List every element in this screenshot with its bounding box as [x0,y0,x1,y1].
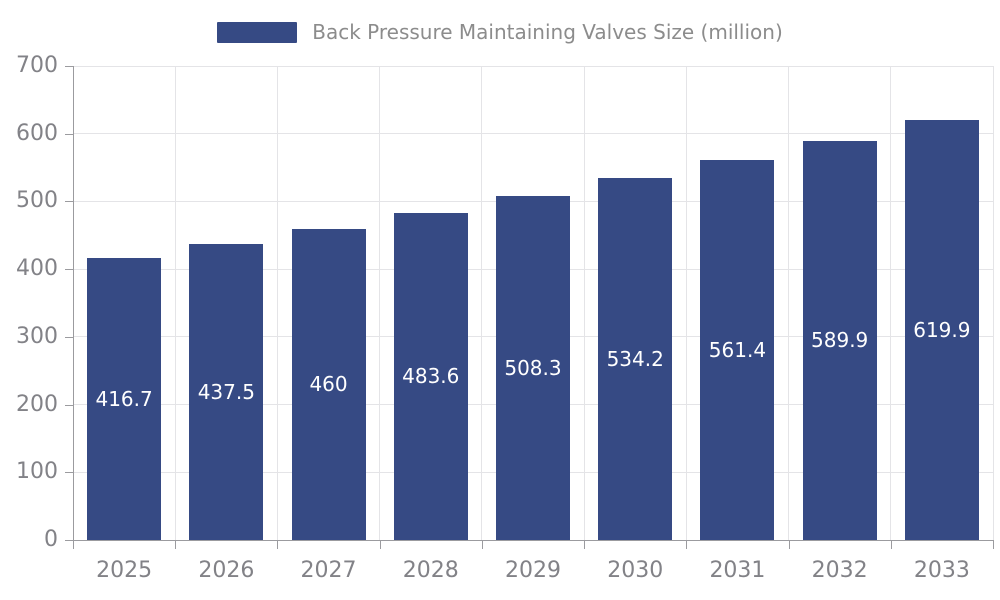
bar-2032[interactable]: 589.9 [802,140,877,540]
x-tick-label: 2028 [402,558,459,583]
bar-2031[interactable]: 561.4 [700,159,775,540]
x-tick-label: 2032 [811,558,868,583]
bar-value-label: 534.2 [606,347,664,372]
v-gridline [788,66,790,540]
x-tick-label: 2029 [505,558,561,583]
y-axis-tick [65,540,73,541]
bar-value-label: 561.4 [708,337,767,362]
y-tick-label: 600 [16,120,58,146]
legend-item[interactable]: Back Pressure Maintaining Valves Size (m… [0,22,1000,43]
bar-2026[interactable]: 437.5 [189,243,264,540]
x-tick-label: 2025 [96,558,153,583]
x-axis-line [73,540,994,541]
x-axis-tick [584,541,586,549]
y-axis-tick [65,336,73,338]
y-axis-tick [65,66,73,67]
y-axis-line [73,66,74,548]
bar-2029[interactable]: 508.3 [496,195,570,540]
x-axis-tick [277,541,279,549]
bar-value-label: 416.7 [95,386,153,411]
bar-2025[interactable]: 416.7 [87,257,162,540]
v-gridline [174,66,176,540]
y-axis-tick [65,472,73,474]
bar-value-label: 483.6 [402,364,460,389]
v-gridline [583,66,585,540]
y-tick-label: 200 [16,391,58,417]
y-tick-label: 400 [16,256,58,282]
y-axis-tick [65,133,73,135]
bar-2028[interactable]: 483.6 [393,212,468,540]
x-tick-label: 2026 [198,558,255,583]
v-gridline [276,66,278,540]
plot-area: 416.7 437.5 460 483.6 508.3 534.2 561.4 589.9 61… [73,65,994,540]
bar-2033[interactable]: 619.9 [904,120,979,540]
y-axis-tick [65,201,73,203]
y-tick-label: 100 [16,459,58,485]
y-tick-label: 500 [16,188,58,214]
bar-value-label: 589.9 [811,328,869,353]
h-gridline [73,65,993,67]
x-tick-label: 2033 [913,558,970,583]
legend-swatch [217,22,298,43]
bar-value-label: 508.3 [504,355,562,380]
x-axis-tick [73,541,74,549]
x-axis-tick [686,541,688,549]
y-tick-label: 300 [16,323,58,349]
y-tick-label: 0 [44,527,58,552]
x-tick-label: 2030 [607,558,664,583]
legend-label: Back Pressure Maintaining Valves Size (m… [312,20,783,44]
h-gridline [73,133,993,135]
x-tick-label: 2027 [300,558,357,583]
bar-value-label: 437.5 [197,379,255,404]
v-gridline [992,66,994,540]
x-axis-tick [481,541,483,549]
x-tick-label: 2031 [709,558,766,583]
y-axis-tick [65,404,73,406]
y-tick-label: 700 [16,53,58,78]
bar-2027[interactable]: 460 [291,228,366,540]
bar-value-label: 460 [309,372,348,397]
x-axis-tick [788,541,790,549]
x-axis-tick [175,541,177,549]
x-axis-tick [379,541,381,549]
x-axis-tick [993,541,994,549]
bar-2030[interactable]: 534.2 [598,178,673,540]
v-gridline [890,66,892,540]
y-axis-tick [65,269,73,271]
bar-value-label: 619.9 [913,318,971,343]
v-gridline [379,66,381,540]
v-gridline [685,66,687,540]
v-gridline [481,66,483,540]
x-axis-tick [890,541,892,549]
